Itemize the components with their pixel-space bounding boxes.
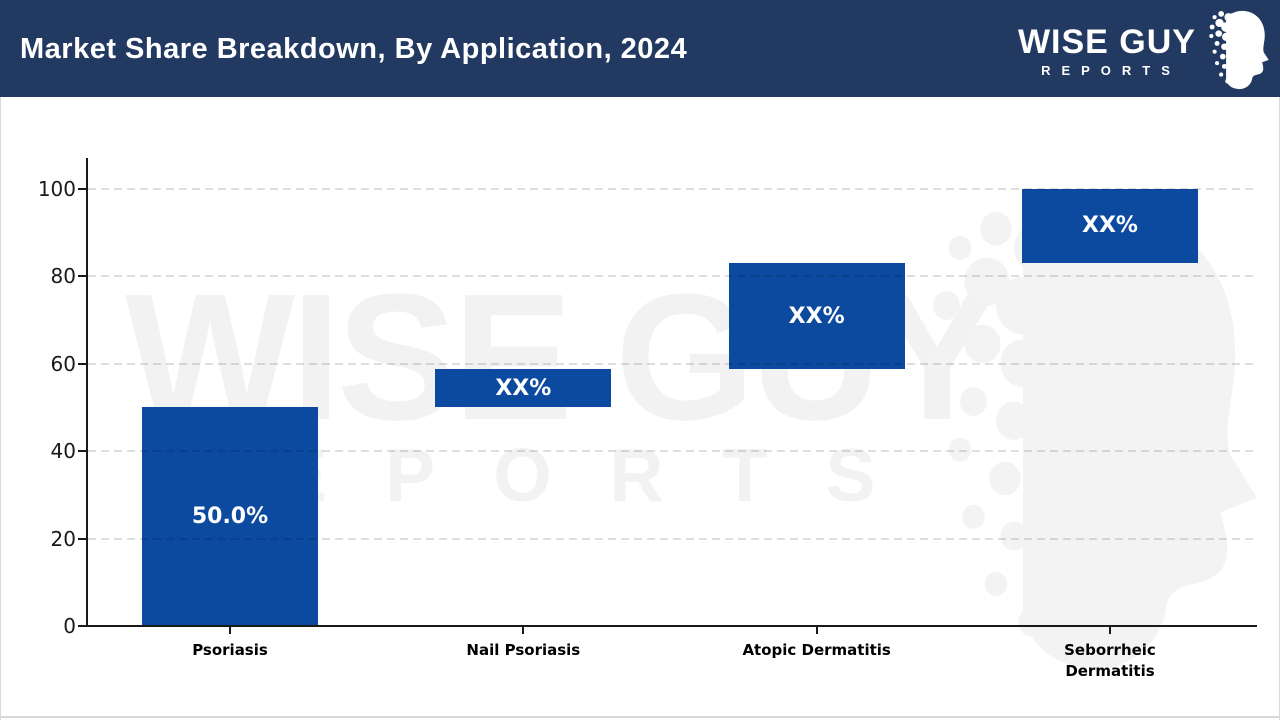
y-tick xyxy=(78,275,87,277)
y-tick xyxy=(78,187,87,190)
x-tick xyxy=(522,627,525,634)
y-tick-label: 40 xyxy=(50,439,76,463)
bar-psoriasis: 50.0% xyxy=(142,407,318,626)
bar-value-label: XX% xyxy=(788,303,845,329)
x-tick xyxy=(815,627,818,634)
watermark-face-icon xyxy=(825,200,1275,684)
x-axis xyxy=(86,625,1257,627)
brand-logo: WISE GUY REPORTS xyxy=(1018,6,1272,94)
y-tick xyxy=(78,625,87,627)
x-tick-label-line: Seborrheic xyxy=(1064,641,1156,659)
gridline xyxy=(88,450,1256,452)
x-tick-label-line: Dermatitis xyxy=(1065,662,1155,680)
x-tick-label: Psoriasis xyxy=(110,640,350,661)
page-title: Market Share Breakdown, By Application, … xyxy=(20,33,688,65)
bar-atopic-dermatitis: XX% xyxy=(728,263,905,369)
bar-value-label: 50.0% xyxy=(191,504,269,530)
x-tick-label-line: Nail Psoriasis xyxy=(466,641,581,659)
x-tick-label-line: Psoriasis xyxy=(192,641,268,659)
y-tick-label: 0 xyxy=(63,614,76,638)
header-bar: Market Share Breakdown, By Application, … xyxy=(0,0,1280,97)
brand-logo-line2: REPORTS xyxy=(1041,62,1181,78)
y-tick xyxy=(78,537,87,540)
bar-nail-psoriasis: XX% xyxy=(435,368,612,408)
bar-value-label: XX% xyxy=(495,375,552,401)
bar-seborrheic-dermatitis: XX% xyxy=(1021,188,1198,264)
bottom-divider xyxy=(0,716,1280,718)
y-tick xyxy=(78,450,87,452)
x-tick-label: Nail Psoriasis xyxy=(403,640,643,661)
y-axis xyxy=(86,158,88,627)
y-tick xyxy=(78,362,87,365)
y-tick-label: 80 xyxy=(50,264,76,288)
x-tick-label: Atopic Dermatitis xyxy=(697,640,937,661)
gridline xyxy=(88,537,1256,540)
brand-logo-line1: WISE GUY xyxy=(1017,22,1196,61)
x-tick-label-line: Atopic Dermatitis xyxy=(742,641,891,659)
bar-value-label: XX% xyxy=(1082,213,1138,239)
x-tick xyxy=(229,627,231,634)
wiseguy-face-icon xyxy=(1190,6,1272,94)
gridline xyxy=(88,187,1256,190)
x-tick xyxy=(1108,627,1111,634)
y-tick-label: 20 xyxy=(50,526,76,551)
gridline xyxy=(88,362,1256,365)
gridline xyxy=(88,275,1256,277)
y-tick-label: 60 xyxy=(50,351,76,376)
y-tick-label: 100 xyxy=(37,176,76,201)
brand-logo-text: WISE GUY REPORTS xyxy=(1018,23,1196,78)
x-tick-label: Seborrheic Dermatitis xyxy=(990,640,1230,682)
